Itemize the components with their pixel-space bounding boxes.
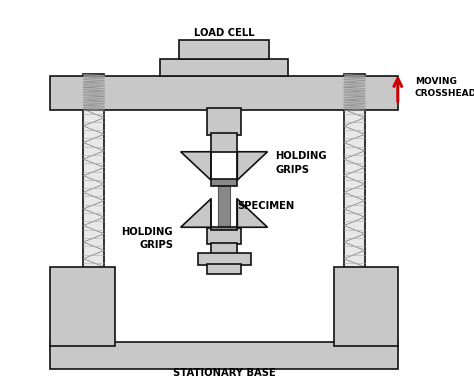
Bar [198,253,251,265]
Bar [211,227,237,230]
Bar [344,74,365,110]
Bar [211,179,237,186]
Bar [207,229,241,244]
Bar [160,59,288,76]
Polygon shape [181,152,211,180]
Text: HOLDING
GRIPS: HOLDING GRIPS [275,152,327,175]
Bar [207,264,241,274]
Text: SPECIMEN: SPECIMEN [237,201,294,211]
Bar [218,185,230,227]
Bar [50,343,398,369]
Bar [211,133,237,152]
Text: STATIONARY BASE: STATIONARY BASE [173,368,275,377]
Polygon shape [237,152,267,180]
Text: LOAD CELL: LOAD CELL [194,28,255,38]
Text: MOVING
CROSSHEAD: MOVING CROSSHEAD [415,77,474,98]
Polygon shape [237,199,267,227]
Polygon shape [181,199,211,227]
Bar [211,243,237,254]
Bar [50,76,398,110]
Bar [179,40,269,59]
Bar [50,267,115,346]
Bar [334,267,398,346]
Bar [83,74,104,110]
Bar [83,76,104,309]
Bar [207,108,241,135]
Text: HOLDING
GRIPS: HOLDING GRIPS [121,227,173,250]
Bar [344,76,365,309]
